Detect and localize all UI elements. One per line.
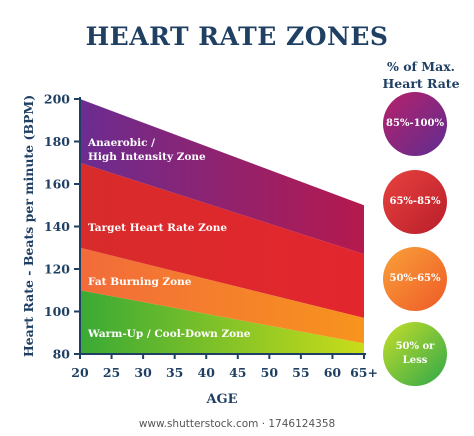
legend-badge-label: 85%-100%	[386, 118, 444, 129]
y-tick-label: 80	[53, 347, 71, 362]
legend-badge-warm-up: 50% or Less	[383, 322, 447, 386]
x-tick-label: 65+	[350, 365, 378, 380]
x-tick-label: 50	[261, 365, 279, 380]
legend-title-line1: % of Max.	[386, 59, 456, 74]
zone-label-anaerobic-line1: Anaerobic /	[87, 137, 155, 149]
x-tick-label: 25	[103, 365, 120, 380]
y-tick-label: 140	[44, 219, 70, 234]
zone-labels-group: Anaerobic / High Intensity Zone Target Hea…	[87, 137, 251, 340]
chart-title: HEART RATE ZONES	[85, 22, 389, 51]
x-tick-label: 40	[198, 365, 216, 380]
legend-badge-fat-burning: 50%-65%	[383, 247, 447, 311]
y-tick-label: 160	[44, 177, 70, 192]
zone-label-target: Target Heart Rate Zone	[88, 222, 227, 234]
zone-anaerobic	[80, 99, 364, 255]
zone-fat-burning	[80, 247, 364, 344]
y-tick-label: 120	[44, 262, 70, 277]
y-tick-label: 100	[44, 304, 70, 319]
x-tick-label: 60	[324, 365, 342, 380]
x-axis-label: AGE	[206, 392, 238, 407]
legend-badge-anaerobic: 85%-100%	[383, 92, 447, 156]
axes-group: 80 100 120 140 160 180 200 20 25 30 35 40 45 50 55 60 65…	[44, 92, 378, 381]
zones-group	[80, 99, 364, 354]
zone-label-fat-burning: Fat Burning Zone	[88, 276, 192, 288]
zone-target	[80, 162, 364, 318]
x-tick-label: 45	[229, 365, 246, 380]
zone-label-anaerobic-line2: High Intensity Zone	[88, 151, 206, 163]
x-tick-label: 20	[71, 365, 89, 380]
legend-badge-target: 65%-85%	[383, 170, 447, 234]
x-tick-label: 55	[292, 365, 309, 380]
watermark: www.shutterstock.com · 1746124358	[138, 418, 336, 430]
zone-label-warm-up: Warm-Up / Cool-Down Zone	[87, 328, 251, 340]
legend-badge-label: 50% or	[395, 341, 435, 352]
y-tick-label: 180	[44, 134, 70, 149]
legend-title: % of Max. Heart Rate	[368, 58, 474, 92]
x-tick-label: 35	[166, 365, 183, 380]
legend-badge-label: 50%-65%	[389, 273, 441, 284]
legend-badge-label: 65%-85%	[389, 196, 441, 207]
x-tick-label: 30	[134, 365, 152, 380]
zone-warm-up	[80, 290, 364, 354]
legend-badge-label-line2: Less	[402, 355, 428, 366]
legend-title-line2: Heart Rate	[382, 76, 460, 91]
y-tick-label: 200	[44, 92, 70, 107]
